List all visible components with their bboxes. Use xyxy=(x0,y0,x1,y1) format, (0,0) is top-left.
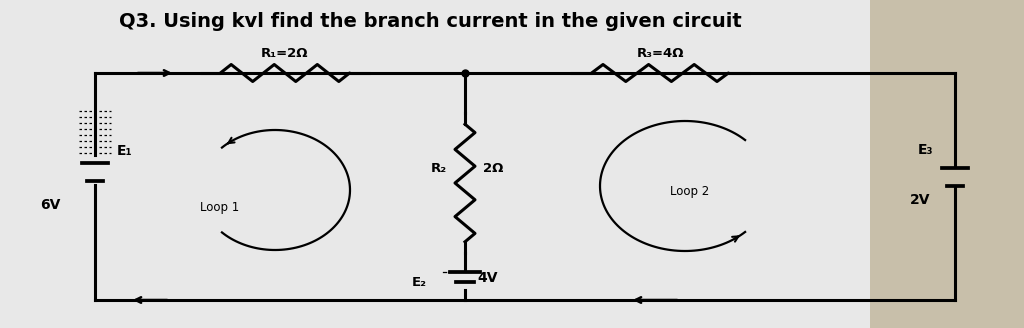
Text: Loop 2: Loop 2 xyxy=(671,184,710,197)
Text: R₃=4Ω: R₃=4Ω xyxy=(636,47,684,60)
Text: Loop 1: Loop 1 xyxy=(201,201,240,215)
Text: 6V: 6V xyxy=(40,198,60,212)
Text: Q3. Using kvl find the branch current in the given circuit: Q3. Using kvl find the branch current in… xyxy=(119,12,741,31)
Text: R₂: R₂ xyxy=(431,161,447,174)
Text: 4V: 4V xyxy=(477,271,498,285)
Text: E₂: E₂ xyxy=(412,276,427,289)
Polygon shape xyxy=(0,0,870,328)
Text: E₁: E₁ xyxy=(117,144,133,158)
Text: E₃: E₃ xyxy=(918,143,933,157)
Text: R₁=2Ω: R₁=2Ω xyxy=(261,47,309,60)
Text: 2V: 2V xyxy=(909,193,930,207)
Text: 2Ω: 2Ω xyxy=(483,161,504,174)
